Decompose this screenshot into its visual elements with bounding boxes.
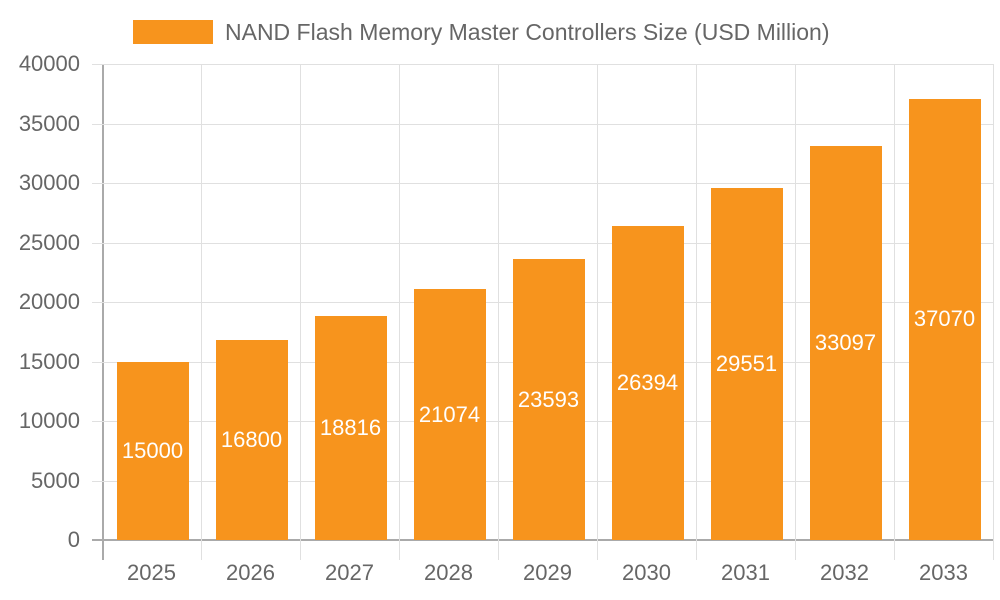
bar-value-label: 18816 [319,415,382,441]
gridline-horizontal [92,183,993,184]
bar-value-label: 37070 [913,306,976,332]
y-tick-label: 5000 [31,467,80,493]
x-tick-label: 2031 [721,560,770,585]
x-tick-label: 2029 [523,560,572,585]
bar[interactable]: 15000 [116,361,189,540]
x-tick-label: 2028 [424,560,473,585]
bar[interactable]: 18816 [314,316,387,540]
x-tick-label: 2033 [919,560,968,585]
gridline-vertical [696,64,697,560]
gridline-vertical [300,64,301,560]
y-tick-label: 10000 [18,408,80,433]
bar[interactable]: 37070 [908,98,981,540]
y-tick-label: 40000 [18,51,80,76]
x-tick-label: 2025 [127,560,176,585]
x-tick-label: 2030 [622,560,671,585]
bar-value-label: 21074 [418,401,481,427]
y-tick-label: 0 [67,527,80,552]
bar-value-label: 15000 [121,437,184,463]
y-tick-label: 25000 [18,229,80,255]
bar-value-label: 23593 [517,386,580,412]
y-tick-label: 35000 [18,110,80,136]
x-tick-label: 2027 [325,560,374,585]
y-tick-label: 15000 [18,348,80,374]
x-axis-line [92,539,993,541]
gridline-vertical [498,64,499,560]
gridline-horizontal [92,242,993,244]
bar-value-label: 33097 [814,330,877,356]
plot-area: 15000 16800 18816 21074 23593 26394 29551 33097… [92,64,994,560]
y-axis-line [102,64,104,560]
bar[interactable]: 29551 [710,188,783,540]
bar[interactable]: 26394 [611,225,684,540]
gridline-vertical [201,64,202,560]
bar[interactable]: 21074 [413,289,486,540]
bar[interactable]: 33097 [809,146,882,540]
chart-legend[interactable]: NAND Flash Memory Master Controllers Siz… [133,18,830,46]
legend-swatch [133,20,213,44]
legend-label: NAND Flash Memory Master Controllers Siz… [225,18,830,45]
bar[interactable]: 16800 [215,340,288,540]
gridline-vertical [399,64,400,560]
y-tick-label: 30000 [18,170,80,195]
bar-value-label: 29551 [715,351,778,377]
gridline-horizontal [92,123,993,125]
y-tick-label: 20000 [18,289,80,314]
bar[interactable]: 23593 [512,259,585,540]
gridline-horizontal [92,64,993,65]
x-tick-label: 2032 [820,560,869,585]
x-tick-label: 2026 [226,560,275,585]
gridline-vertical [597,64,598,560]
bar-value-label: 26394 [616,369,679,395]
gridline-vertical [993,64,994,560]
bar-value-label: 16800 [220,427,283,453]
gridline-vertical [894,64,895,560]
gridline-vertical [795,64,796,560]
